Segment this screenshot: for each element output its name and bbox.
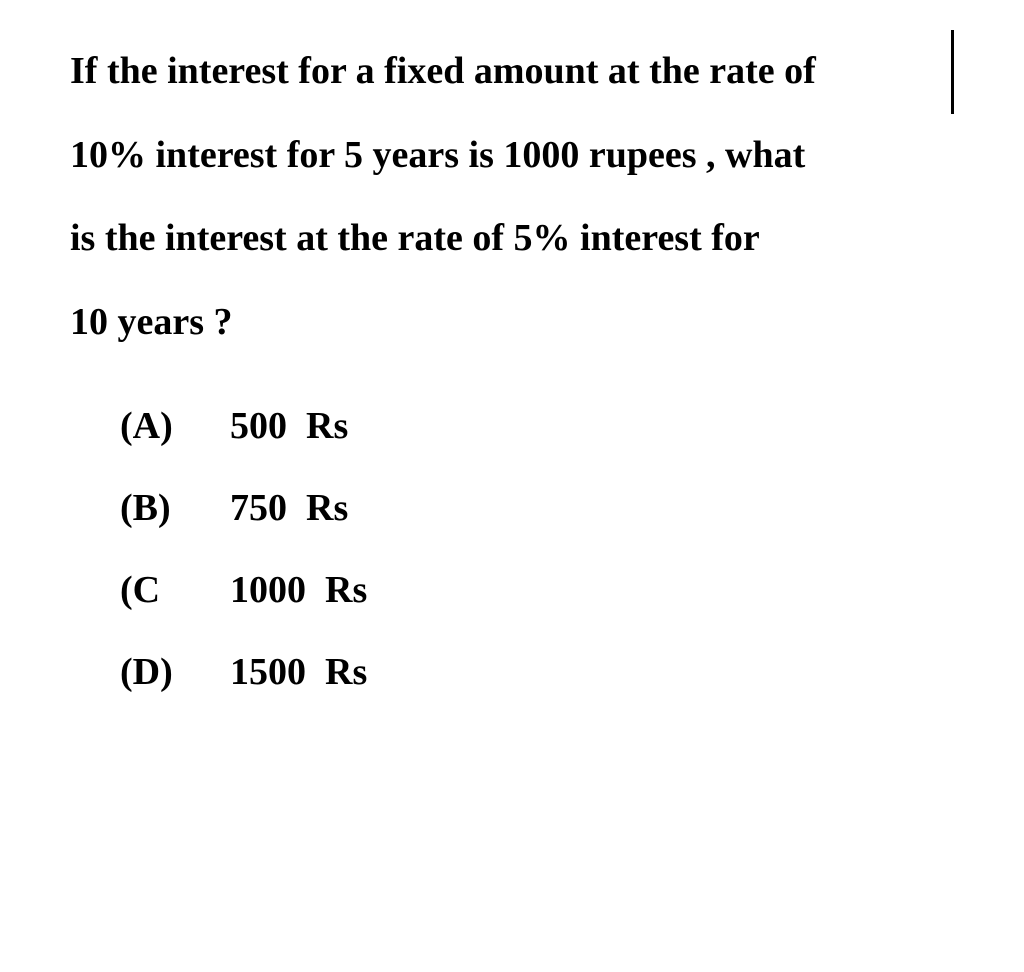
options-list: (A) 500 Rs (B) 750 Rs (C 1000 Rs (D) 150… (70, 404, 954, 694)
option-value: 500 Rs (230, 404, 348, 448)
question-line-2: 10% interest for 5 years is 1000 rupees … (70, 114, 954, 198)
option-value: 750 Rs (230, 486, 348, 530)
option-label: (C (120, 568, 230, 612)
option-c: (C 1000 Rs (120, 568, 954, 612)
option-label: (D) (120, 650, 230, 694)
option-a: (A) 500 Rs (120, 404, 954, 448)
question-line-4: 10 years ? (70, 281, 954, 365)
option-value: 1000 Rs (230, 568, 367, 612)
option-d: (D) 1500 Rs (120, 650, 954, 694)
question-line-1: If the interest for a fixed amount at th… (70, 30, 954, 114)
option-label: (A) (120, 404, 230, 448)
option-b: (B) 750 Rs (120, 486, 954, 530)
option-label: (B) (120, 486, 230, 530)
question-text: If the interest for a fixed amount at th… (70, 30, 954, 364)
question-container: If the interest for a fixed amount at th… (70, 30, 964, 694)
question-line-3: is the interest at the rate of 5% intere… (70, 197, 954, 281)
option-value: 1500 Rs (230, 650, 367, 694)
